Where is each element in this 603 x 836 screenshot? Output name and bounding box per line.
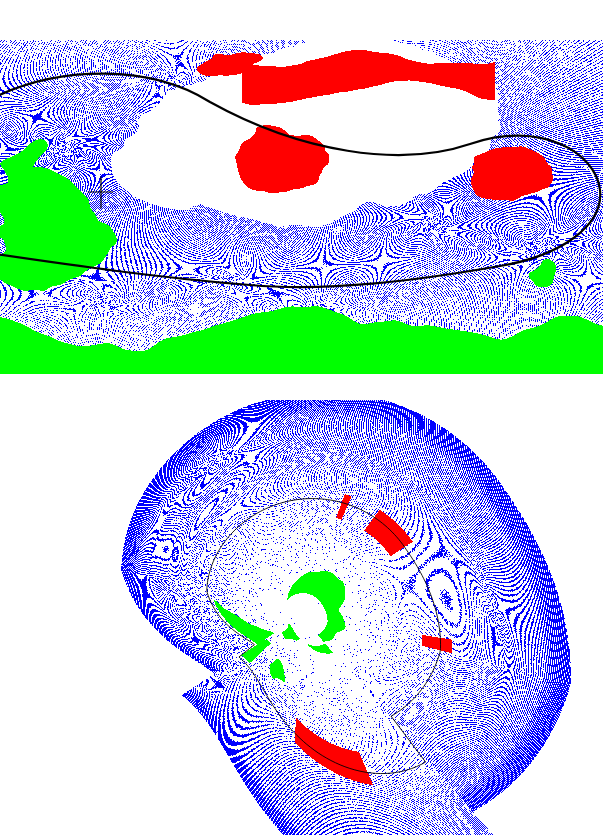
conformal-projection-canvas [0,400,603,835]
conformal-projection-panel: Teardrop-shaped distorted projection of … [0,400,603,835]
figure-title: Dithered streamline contour map [0,0,1,1]
equirectangular-map-panel: Rectangular map panel filled with dense … [0,40,603,374]
figure-description: Two-panel scientific visualization: an e… [0,0,1,1]
equirectangular-map-canvas [0,40,603,374]
top-panel-alt-text: Rectangular map panel filled with dense … [0,374,1,375]
